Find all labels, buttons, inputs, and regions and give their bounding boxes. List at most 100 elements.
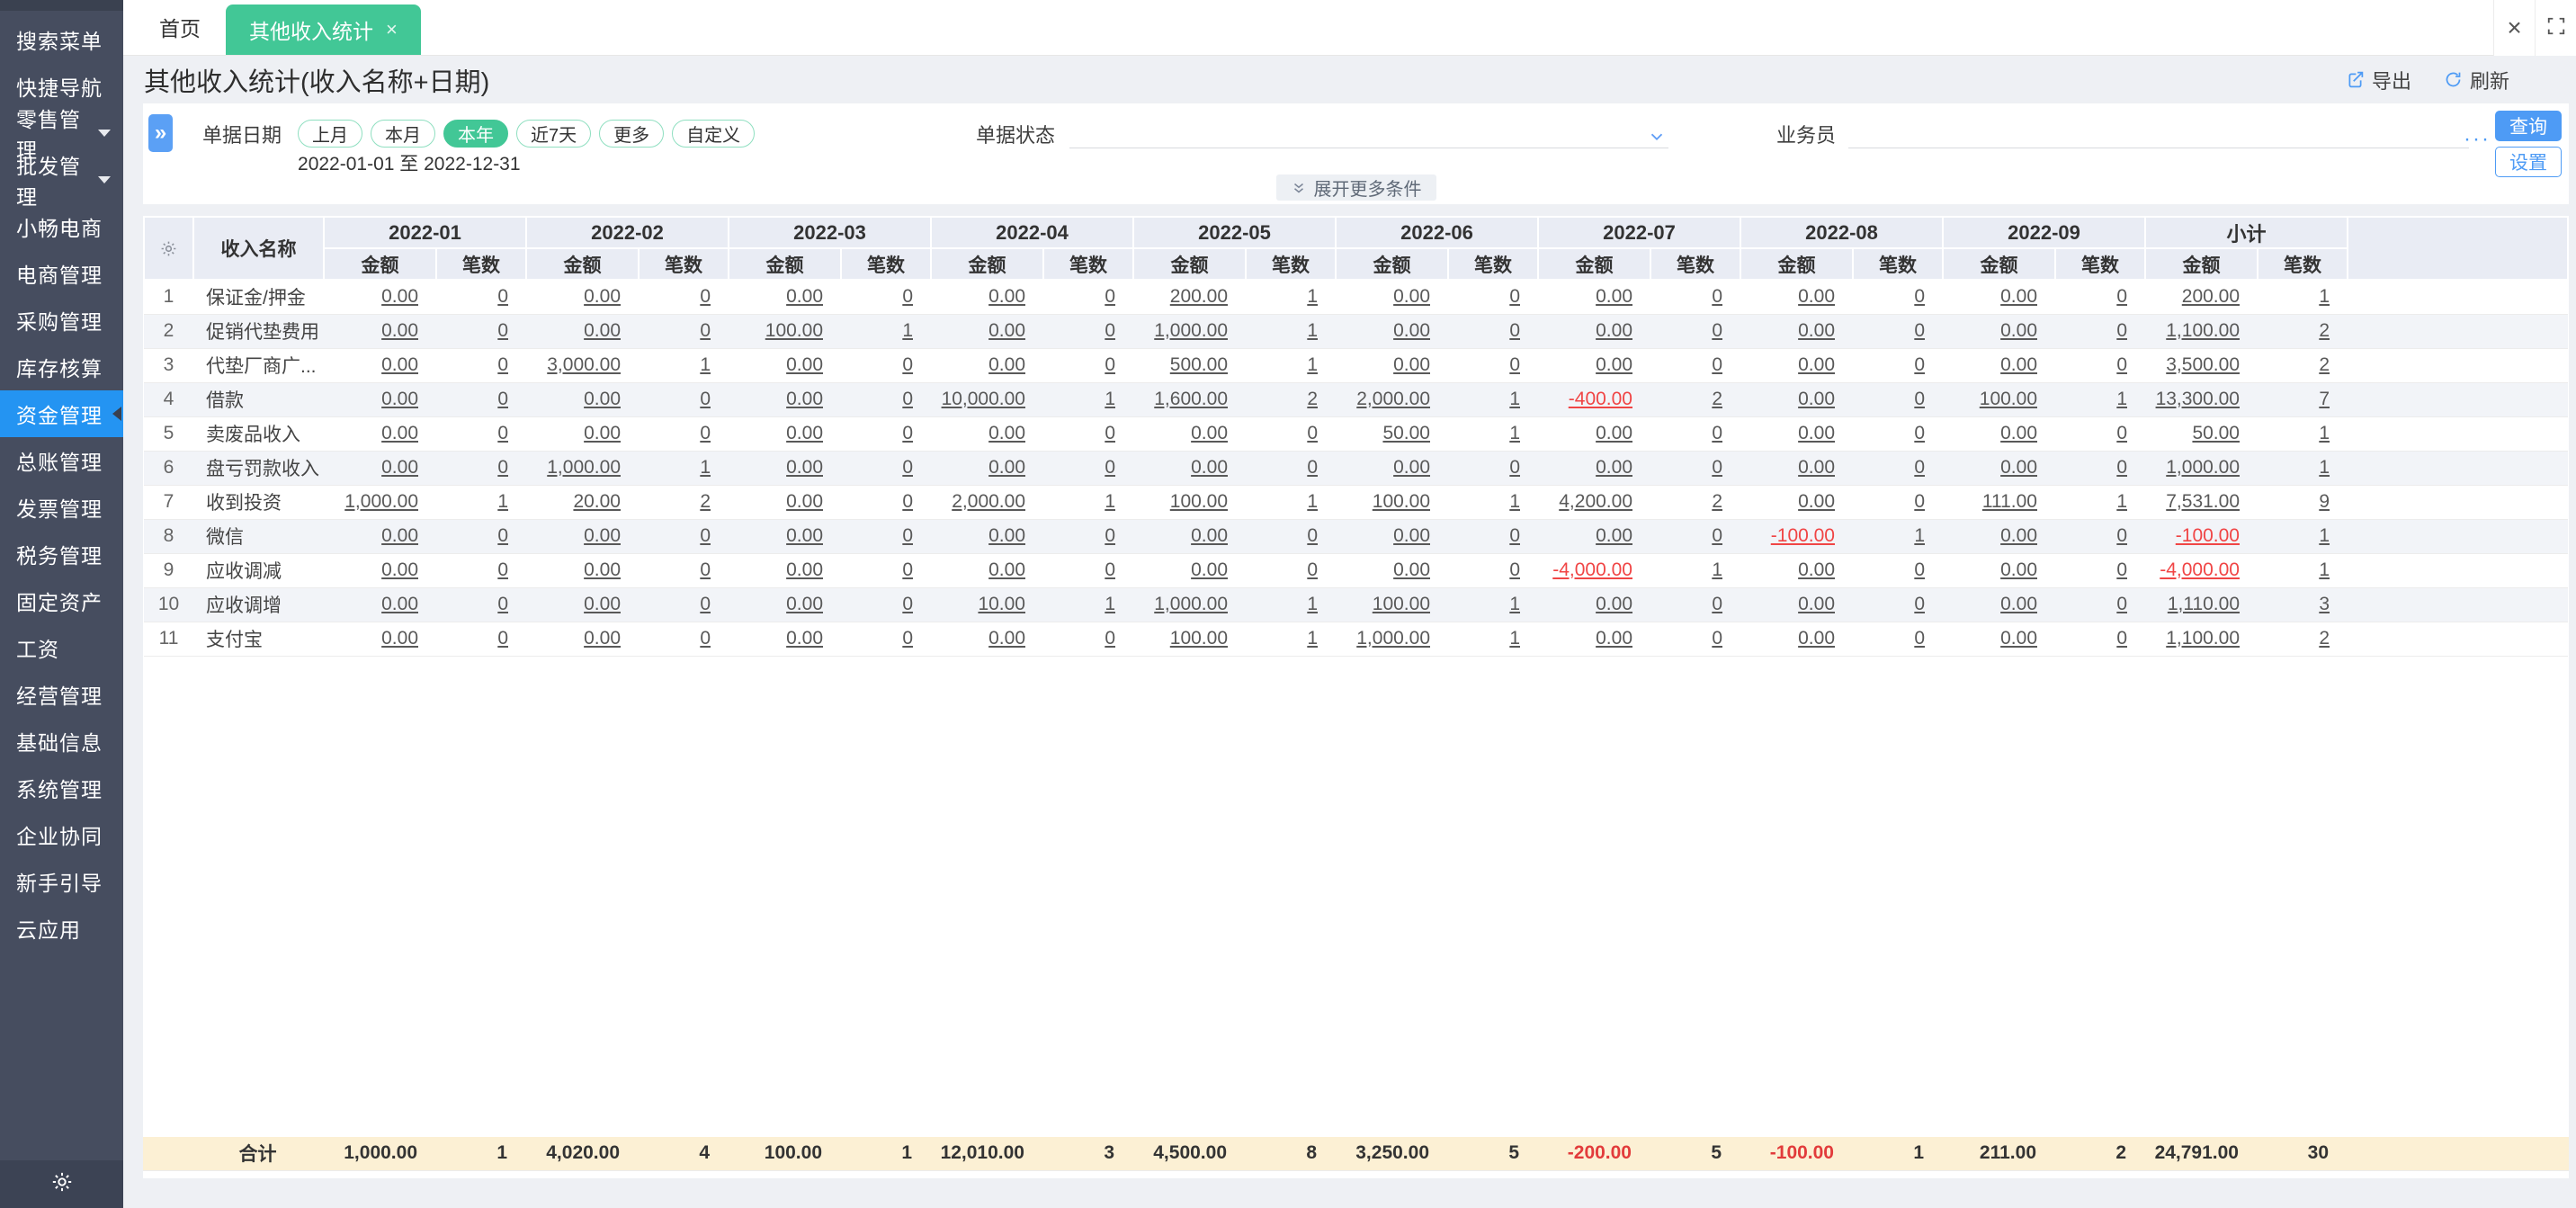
count-link[interactable]: 1	[2319, 423, 2330, 443]
amount-link[interactable]: 0.00	[786, 423, 823, 443]
count-link[interactable]: 0	[1307, 423, 1318, 443]
count-link[interactable]: 1	[2319, 525, 2330, 546]
amount-link[interactable]: 100.00	[1169, 628, 1228, 649]
amount-link[interactable]: 500.00	[1169, 354, 1228, 375]
amount-link[interactable]: -100.00	[2175, 525, 2240, 546]
count-link[interactable]: 1	[1105, 389, 1115, 409]
count-link[interactable]: 0	[1105, 628, 1115, 649]
sidebar-item[interactable]: 采购管理	[0, 297, 123, 344]
count-link[interactable]: 0	[497, 457, 508, 478]
count-link[interactable]: 0	[1509, 525, 1520, 546]
count-link[interactable]: 7	[2319, 389, 2330, 409]
sidebar-item[interactable]: 小畅电商	[0, 203, 123, 250]
amount-link[interactable]: 100.00	[1979, 389, 2037, 409]
sidebar-item[interactable]: 固定资产	[0, 577, 123, 624]
count-link[interactable]: 1	[1307, 286, 1318, 308]
date-preset-pill[interactable]: 近7天	[516, 120, 592, 148]
amount-link[interactable]: 0.00	[381, 559, 418, 580]
count-link[interactable]: 1	[2319, 457, 2330, 478]
count-link[interactable]: 0	[1914, 389, 1925, 409]
count-link[interactable]: 1	[1509, 594, 1520, 614]
settings-button[interactable]: 设置	[2495, 147, 2562, 177]
count-link[interactable]: 0	[902, 286, 913, 308]
sidebar-item[interactable]: 企业协同	[0, 811, 123, 858]
count-link[interactable]: 1	[700, 457, 711, 478]
amount-link[interactable]: 200.00	[1169, 286, 1228, 308]
count-link[interactable]: 0	[902, 354, 913, 375]
amount-link[interactable]: 0.00	[584, 423, 621, 443]
count-link[interactable]: 1	[2116, 389, 2127, 409]
amount-link[interactable]: 0.00	[1393, 320, 1430, 341]
count-link[interactable]: 2	[2319, 628, 2330, 649]
amount-link[interactable]: 1,100.00	[2166, 628, 2240, 649]
count-link[interactable]: 0	[700, 594, 711, 614]
count-link[interactable]: 0	[1712, 286, 1722, 308]
count-link[interactable]: 0	[1914, 628, 1925, 649]
amount-link[interactable]: 100.00	[765, 320, 823, 341]
date-preset-pill[interactable]: 上月	[298, 120, 363, 148]
count-link[interactable]: 0	[700, 389, 711, 409]
sidebar-item[interactable]: 经营管理	[0, 671, 123, 718]
count-link[interactable]: 1	[1105, 594, 1115, 614]
count-link[interactable]: 2	[1712, 389, 1722, 409]
amount-link[interactable]: 0.00	[381, 286, 418, 308]
count-link[interactable]: 0	[700, 628, 711, 649]
amount-link[interactable]: 200.00	[2181, 286, 2240, 308]
sidebar-item[interactable]: 工资	[0, 624, 123, 671]
amount-link[interactable]: -100.00	[1770, 525, 1835, 546]
sidebar-item[interactable]: 电商管理	[0, 250, 123, 297]
count-link[interactable]: 2	[2319, 354, 2330, 375]
sidebar-item[interactable]: 系统管理	[0, 765, 123, 811]
count-link[interactable]: 0	[497, 423, 508, 443]
amount-link[interactable]: 4,200.00	[1559, 491, 1632, 512]
count-link[interactable]: 0	[700, 286, 711, 308]
amount-link[interactable]: 0.00	[1596, 286, 1632, 308]
amount-link[interactable]: 0.00	[1393, 559, 1430, 580]
amount-link[interactable]: 0.00	[584, 628, 621, 649]
count-link[interactable]: 0	[497, 525, 508, 546]
count-link[interactable]: 1	[1509, 389, 1520, 409]
amount-link[interactable]: 0.00	[786, 457, 823, 478]
count-link[interactable]: 0	[1509, 457, 1520, 478]
count-link[interactable]: 1	[1712, 559, 1722, 580]
amount-link[interactable]: 0.00	[381, 594, 418, 614]
export-button[interactable]: 导出	[2346, 66, 2411, 94]
amount-link[interactable]: 0.00	[988, 628, 1025, 649]
amount-link[interactable]: 0.00	[988, 525, 1025, 546]
amount-link[interactable]: -400.00	[1568, 389, 1632, 409]
count-link[interactable]: 0	[497, 354, 508, 375]
date-preset-pill[interactable]: 更多	[599, 120, 665, 148]
amount-link[interactable]: 0.00	[786, 559, 823, 580]
sidebar-item[interactable]: 快捷导航	[0, 63, 123, 110]
amount-link[interactable]: 0.00	[381, 628, 418, 649]
collapse-filter-button[interactable]: »	[148, 114, 173, 152]
count-link[interactable]: 0	[902, 525, 913, 546]
count-link[interactable]: 0	[497, 286, 508, 308]
count-link[interactable]: 0	[902, 423, 913, 443]
count-link[interactable]: 0	[1509, 354, 1520, 375]
count-link[interactable]: 0	[2116, 354, 2127, 375]
count-link[interactable]: 0	[1509, 286, 1520, 308]
count-link[interactable]: 0	[1914, 491, 1925, 512]
count-link[interactable]: 0	[497, 594, 508, 614]
gear-icon[interactable]	[159, 239, 178, 258]
amount-link[interactable]: 0.00	[1596, 423, 1632, 443]
amount-link[interactable]: 10,000.00	[941, 389, 1025, 409]
more-options-button[interactable]: ···	[2464, 127, 2491, 151]
count-link[interactable]: 0	[1914, 320, 1925, 341]
amount-link[interactable]: 0.00	[1798, 594, 1835, 614]
amount-link[interactable]: 0.00	[786, 525, 823, 546]
count-link[interactable]: 0	[497, 559, 508, 580]
amount-link[interactable]: 0.00	[584, 389, 621, 409]
count-link[interactable]: 0	[902, 628, 913, 649]
count-link[interactable]: 0	[1712, 457, 1722, 478]
amount-link[interactable]: 0.00	[2000, 525, 2037, 546]
count-link[interactable]: 0	[1105, 320, 1115, 341]
count-link[interactable]: 3	[2319, 594, 2330, 614]
amount-link[interactable]: 0.00	[988, 354, 1025, 375]
fullscreen-button[interactable]	[2535, 0, 2576, 56]
tab-close-icon[interactable]: ×	[386, 18, 398, 40]
salesperson-input[interactable]	[1848, 127, 2469, 148]
amount-link[interactable]: 2,000.00	[952, 491, 1025, 512]
count-link[interactable]: 1	[1105, 491, 1115, 512]
